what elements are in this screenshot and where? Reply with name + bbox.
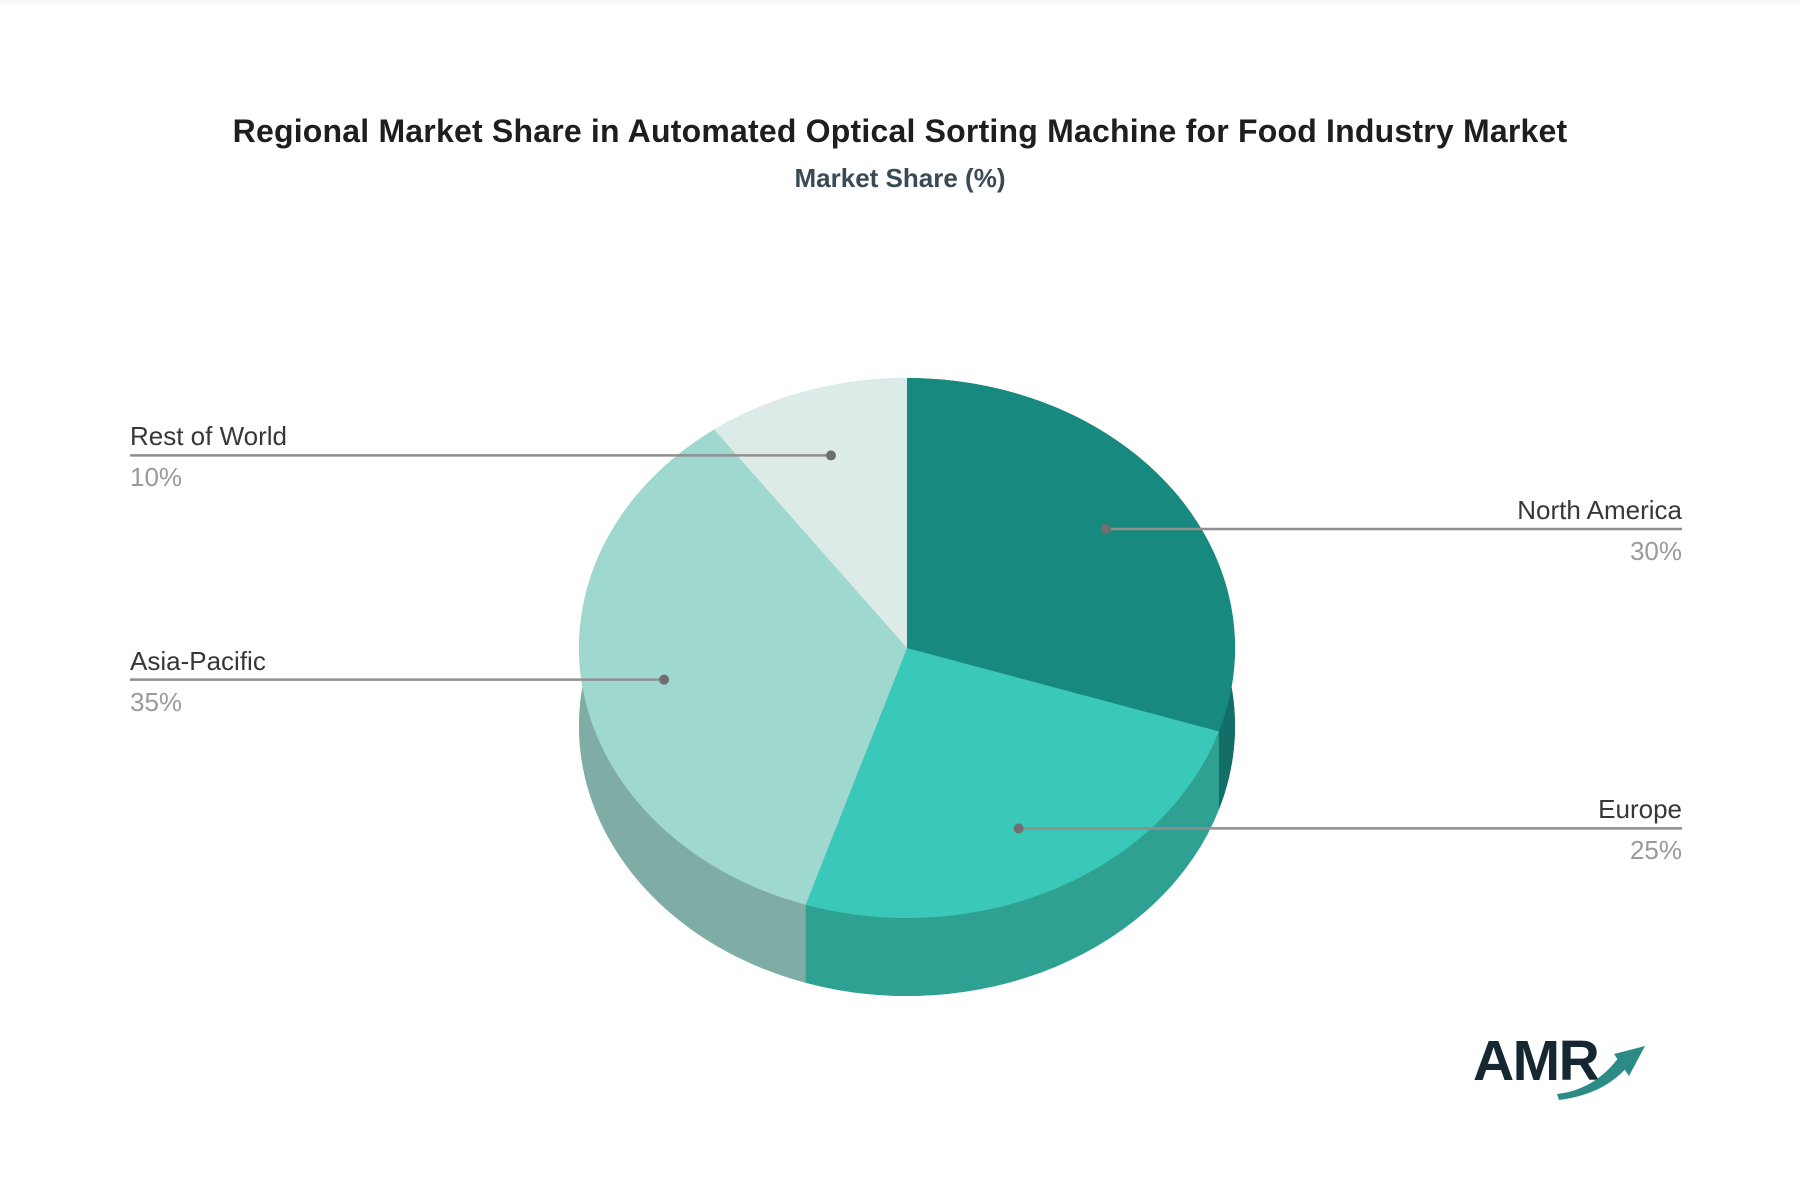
pie-slice-rest-of-world[interactable] (714, 378, 907, 648)
callout-dot-rest-of-world (825, 450, 836, 461)
callout-value: 10% (130, 462, 183, 493)
callout-europe: Europe 25% (1122, 793, 1682, 865)
arrow-swoosh (1557, 1057, 1629, 1100)
callout-rest-of-world: Rest of World 10% (130, 420, 690, 492)
callout-north-america: North America 30% (1122, 494, 1682, 566)
callout-dot-north-america (1101, 523, 1112, 534)
callout-label: Rest of World (130, 421, 288, 452)
amr-logo-arrow-icon (1557, 1046, 1645, 1100)
arrow-head (1614, 1046, 1645, 1076)
callout-dot-asia-pacific (659, 674, 670, 685)
callout-label: Europe (1598, 794, 1682, 825)
callout-label: Asia-Pacific (130, 645, 266, 676)
chart-subtitle: Market Share (%) (794, 163, 1006, 193)
pie-slice-side-europe (805, 731, 1219, 997)
chart-title: Regional Market Share in Automated Optic… (232, 113, 1568, 149)
pie-slice-europe[interactable] (805, 648, 1219, 919)
callout-asia-pacific: Asia-Pacific 35% (130, 645, 690, 717)
amr-logo-text: AMR (1473, 1029, 1600, 1093)
callout-value: 25% (1629, 835, 1682, 866)
pie-slice-asia-pacific[interactable] (579, 429, 907, 905)
callout-dot-europe (1013, 823, 1024, 834)
pie-slice-north-america[interactable] (907, 378, 1236, 732)
callout-value: 35% (130, 686, 183, 717)
top-strip (0, 0, 1800, 4)
callout-label: North America (1517, 494, 1682, 525)
amr-logo: AMR (1473, 1029, 1673, 1111)
callout-value: 30% (1629, 535, 1682, 566)
